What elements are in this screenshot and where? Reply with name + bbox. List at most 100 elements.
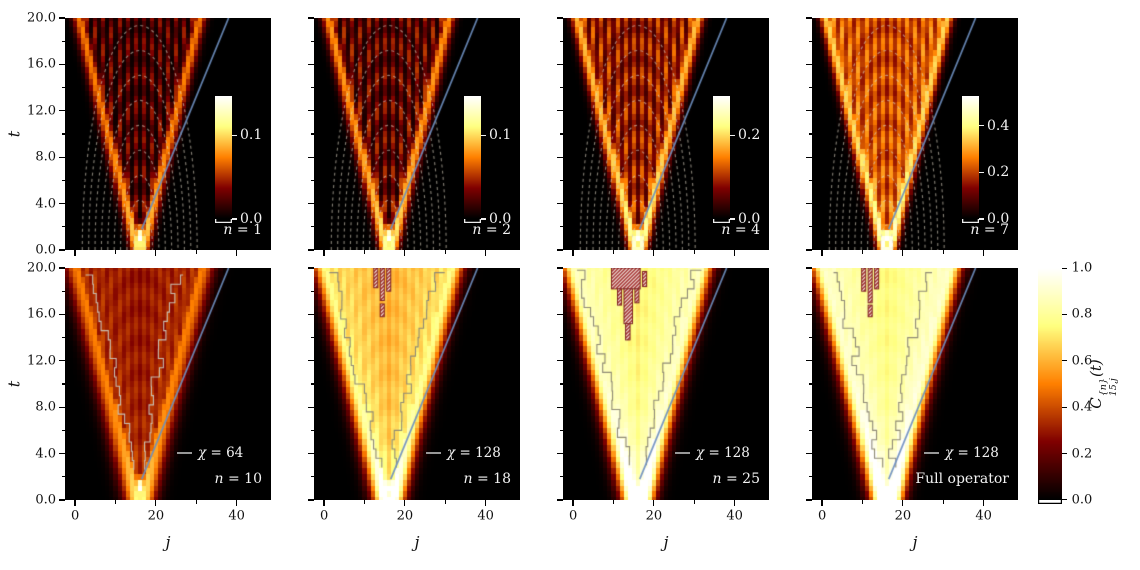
y-major-tick — [806, 267, 812, 269]
x-major-tick — [902, 250, 904, 256]
y-major-tick — [557, 203, 563, 205]
y-minor-tick — [808, 476, 812, 478]
shared-colorbar-tick — [1062, 453, 1067, 455]
x-tick-label: 40 — [726, 508, 743, 524]
x-minor-tick — [195, 500, 197, 504]
legend-label-chi: χ = 128 — [696, 445, 750, 461]
y-major-tick — [557, 110, 563, 112]
y-major-tick — [557, 267, 563, 269]
legend-label-chi: χ = 128 — [447, 445, 501, 461]
y-major-tick — [308, 267, 314, 269]
y-major-tick — [59, 17, 65, 19]
y-minor-tick — [61, 179, 65, 181]
panel-label-n-2: n = 2 — [472, 222, 511, 238]
y-major-tick — [308, 313, 314, 315]
y-tick-label: 16.0 — [27, 56, 56, 72]
y-major-tick — [308, 156, 314, 158]
panel-label-full-operator: Full operator — [915, 471, 1009, 487]
heatmap-panel-n-7 — [812, 18, 1018, 250]
legend-line-sample — [426, 452, 441, 454]
x-tick-label: 20 — [645, 508, 663, 524]
inset-colorbar-tick-label: 0.0 — [738, 211, 761, 227]
y-major-tick — [308, 17, 314, 19]
legend-line-sample — [177, 452, 192, 454]
y-minor-tick — [61, 476, 65, 478]
shared-colorbar-tick — [1062, 313, 1067, 315]
x-tick-label: 40 — [228, 508, 245, 524]
x-major-tick — [404, 500, 406, 506]
x-major-tick — [983, 250, 985, 256]
x-major-tick — [821, 500, 823, 506]
y-minor-tick — [61, 383, 65, 385]
panel-label-n-25: n = 25 — [712, 471, 760, 487]
y-tick-label: 4.0 — [35, 196, 56, 212]
inset-colorbar-tick-label: 0.0 — [987, 211, 1010, 227]
y-tick-label: 20.0 — [27, 10, 56, 26]
inset-colorbar-tick-label: 0.1 — [489, 127, 512, 144]
y-major-tick — [308, 63, 314, 65]
y-tick-label: 20.0 — [27, 260, 56, 276]
y-minor-tick — [61, 87, 65, 89]
x-minor-tick — [363, 500, 366, 504]
x-major-tick — [236, 500, 238, 506]
x-major-tick — [653, 250, 655, 256]
x-minor-tick — [693, 250, 695, 254]
y-tick-label: 8.0 — [35, 399, 56, 415]
panel-label-n-10: n = 10 — [214, 471, 262, 487]
y-major-tick — [806, 360, 812, 362]
inset-colorbar-gradient-n-2 — [464, 96, 481, 219]
heatmap-panel-n-1 — [65, 18, 271, 250]
shared-colorbar-tick — [1062, 268, 1067, 270]
x-minor-tick — [444, 250, 446, 254]
y-minor-tick — [559, 87, 563, 89]
x-minor-tick — [942, 500, 944, 504]
y-minor-tick — [61, 133, 65, 135]
x-major-tick — [323, 250, 325, 256]
y-minor-tick — [559, 383, 563, 385]
x-tick-label: 0 — [817, 508, 827, 524]
heatmap-panel-n-10 — [65, 268, 271, 500]
x-major-tick — [236, 250, 238, 256]
y-major-tick — [557, 156, 563, 158]
shared-colorbar-gradient — [1038, 268, 1062, 500]
y-minor-tick — [61, 226, 65, 228]
y-major-tick — [557, 17, 563, 19]
y-minor-tick — [808, 226, 812, 228]
y-minor-tick — [808, 40, 812, 42]
y-minor-tick — [310, 179, 314, 181]
heatmap-panel-full-operator — [812, 268, 1018, 500]
x-minor-tick — [861, 250, 864, 254]
heatmap-panel-n-25 — [563, 268, 769, 500]
inset-colorbar-gradient-n-1 — [215, 96, 232, 219]
y-major-tick — [59, 203, 65, 205]
inset-colorbar-tick — [730, 218, 735, 220]
inset-colorbar-tick — [232, 218, 237, 220]
y-major-tick — [308, 249, 314, 251]
inset-colorbar-tick — [481, 134, 486, 136]
x-minor-tick — [195, 250, 197, 254]
y-major-tick — [557, 499, 563, 501]
y-minor-tick — [61, 40, 65, 42]
inset-colorbar-n-2 — [464, 96, 481, 223]
x-minor-tick — [114, 500, 117, 504]
inset-colorbar-tick-label: 0.4 — [987, 117, 1010, 134]
y-major-tick — [308, 499, 314, 501]
shared-colorbar-tick-label: 1.0 — [1071, 260, 1093, 276]
inset-colorbar-tick — [979, 171, 984, 173]
shared-colorbar-tick-label: 0.8 — [1071, 306, 1093, 322]
y-axis-label: t — [4, 380, 24, 388]
legend-line-sample — [675, 452, 690, 454]
heatmap-panel-n-4 — [563, 18, 769, 250]
x-tick-label: 0 — [70, 508, 80, 524]
x-minor-tick — [612, 500, 615, 504]
y-tick-label: 4.0 — [35, 446, 56, 462]
y-minor-tick — [559, 476, 563, 478]
y-major-tick — [308, 203, 314, 205]
inset-colorbar-tick — [481, 218, 486, 220]
y-minor-tick — [559, 133, 563, 135]
x-tick-label: 20 — [396, 508, 414, 524]
y-major-tick — [308, 453, 314, 455]
y-tick-label: 8.0 — [35, 149, 56, 165]
shared-colorbar-tick — [1062, 498, 1067, 500]
